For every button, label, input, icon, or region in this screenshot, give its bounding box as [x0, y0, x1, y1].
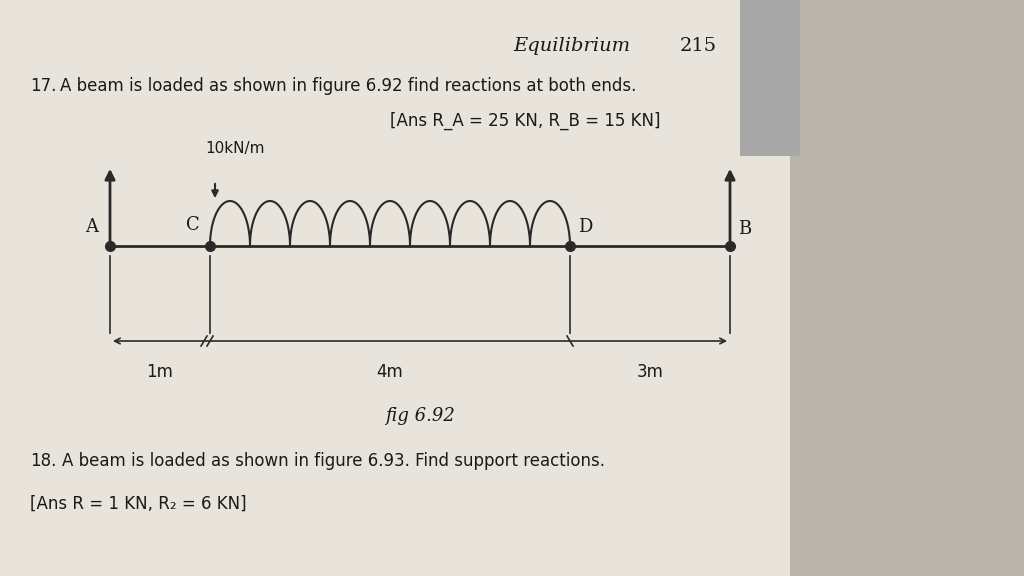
- Text: 10kN/m: 10kN/m: [205, 141, 264, 156]
- Text: 17.: 17.: [30, 77, 56, 95]
- Text: 1m: 1m: [146, 363, 173, 381]
- Bar: [0, 0, 790, 576]
- Bar: [740, 0, 800, 156]
- Bar: [790, 0, 1024, 576]
- Text: 18.: 18.: [30, 452, 56, 470]
- Text: A: A: [85, 218, 98, 236]
- Text: B: B: [738, 220, 752, 238]
- Text: fig 6.92: fig 6.92: [385, 407, 455, 425]
- Text: 215: 215: [680, 37, 717, 55]
- Text: D: D: [578, 218, 592, 236]
- Text: A beam is loaded as shown in figure 6.92 find reactions at both ends.: A beam is loaded as shown in figure 6.92…: [60, 77, 636, 95]
- Text: Equilibrium: Equilibrium: [513, 37, 630, 55]
- Text: A beam is loaded as shown in figure 6.93. Find support reactions.: A beam is loaded as shown in figure 6.93…: [62, 452, 605, 470]
- Text: [Ans R_A = 25 KN, R_B = 15 KN]: [Ans R_A = 25 KN, R_B = 15 KN]: [390, 112, 660, 130]
- Text: [Ans R = 1 KN, R₂ = 6 KN]: [Ans R = 1 KN, R₂ = 6 KN]: [30, 495, 247, 513]
- Text: 3m: 3m: [637, 363, 664, 381]
- Text: 4m: 4m: [377, 363, 403, 381]
- Text: C: C: [186, 216, 200, 234]
